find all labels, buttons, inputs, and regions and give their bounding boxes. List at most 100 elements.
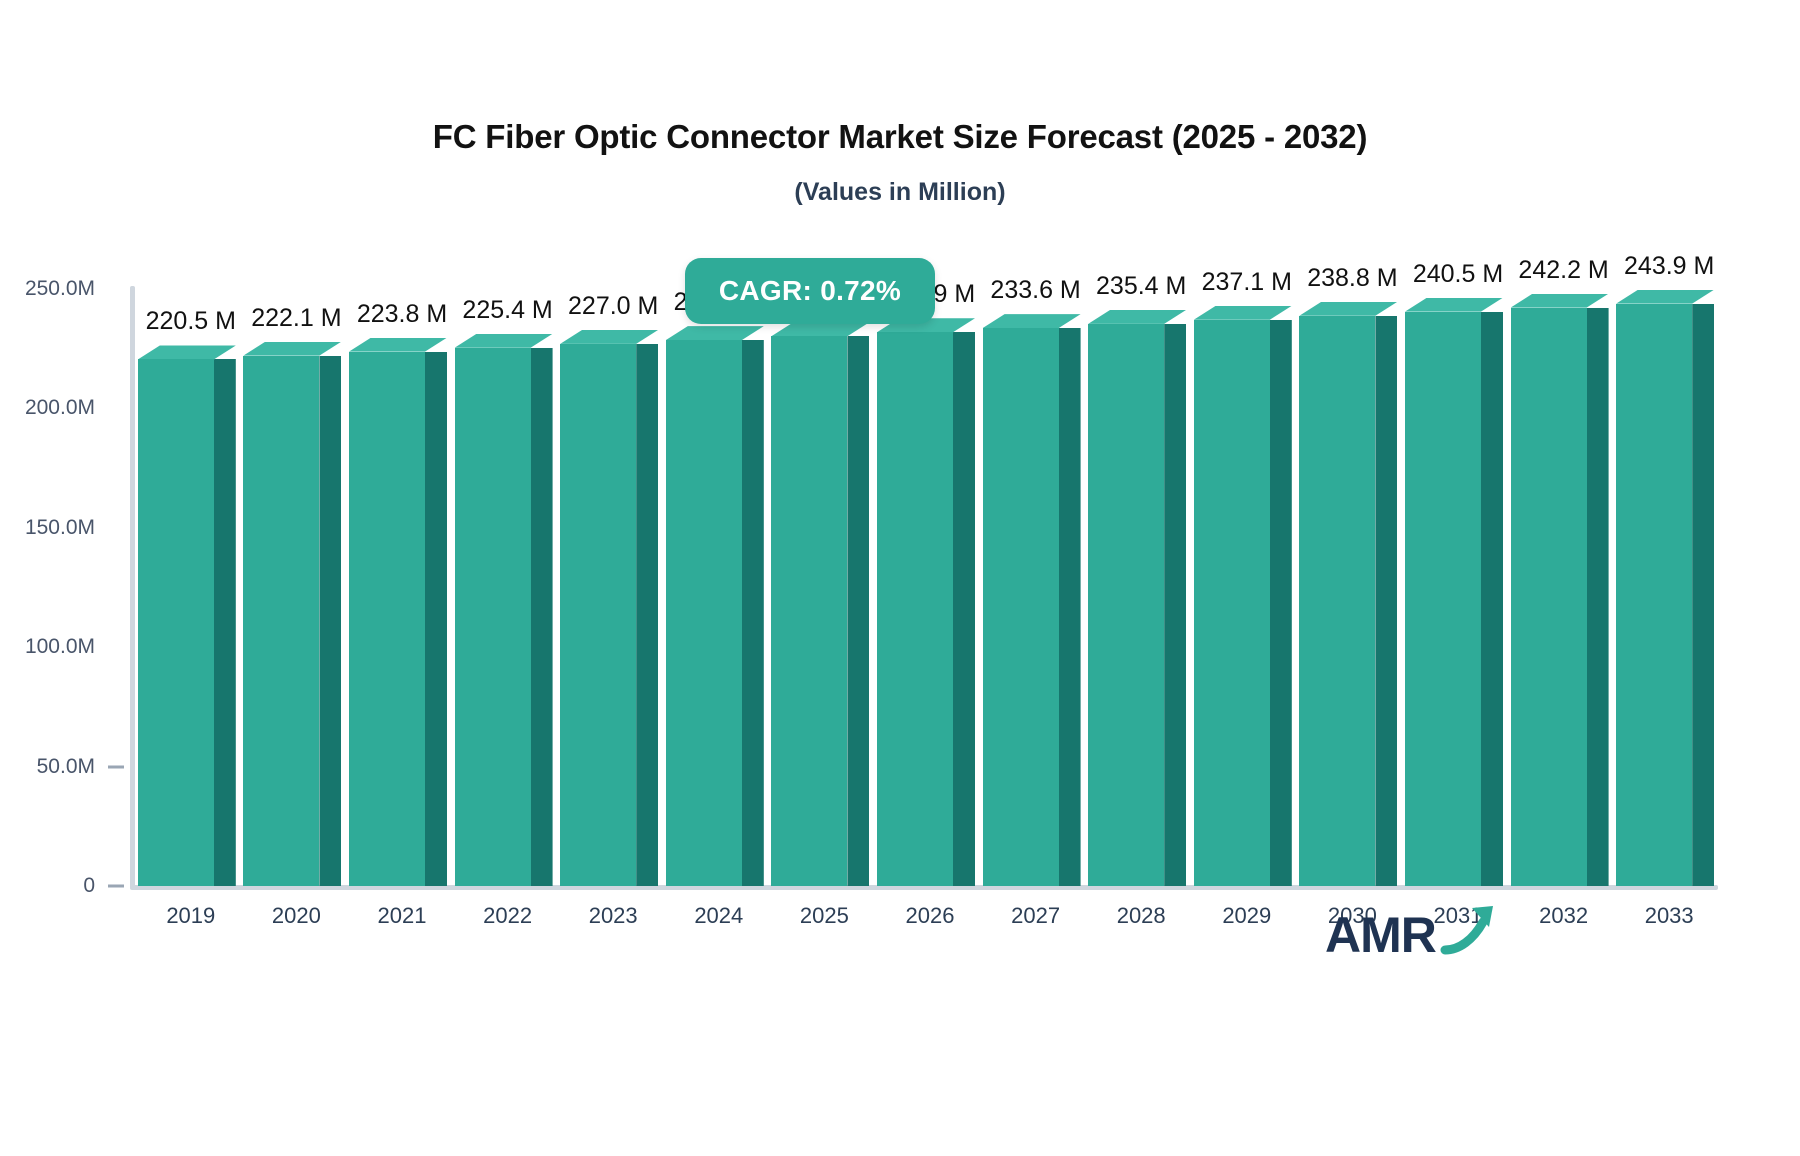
chart-subtitle: (Values in Million) xyxy=(794,178,1006,206)
bar-front-face xyxy=(454,347,531,886)
bar-top-face xyxy=(137,345,236,360)
bar-front-face xyxy=(771,336,848,886)
y-axis-tick-mark xyxy=(108,884,124,888)
y-axis-tick-label: 100.0M xyxy=(24,635,95,659)
y-axis-tick-label: 150.0M xyxy=(24,515,95,539)
bar-value-label: 220.5 M xyxy=(145,307,236,336)
bar-value-label: 242.2 M xyxy=(1518,255,1609,284)
bar-value-label: 233.6 M xyxy=(990,276,1081,305)
x-axis-tick-label: 2019 xyxy=(166,903,216,928)
x-axis-tick-label: 2026 xyxy=(905,903,955,928)
bar-front-face xyxy=(1193,319,1270,886)
x-axis-line xyxy=(130,885,1718,890)
bar-2020 xyxy=(243,341,342,886)
amr-logo-text: AMR xyxy=(1325,907,1437,963)
x-axis-tick-label: 2025 xyxy=(799,903,849,928)
bar-side-face xyxy=(1058,328,1081,886)
page-title: FC Fiber Optic Connector Market Size For… xyxy=(432,118,1368,155)
bar-top-face xyxy=(349,337,447,352)
bar-front-face xyxy=(1088,323,1165,886)
bar-2031 xyxy=(1405,297,1503,886)
bar-2025 xyxy=(771,322,870,886)
x-axis-tick-label: 2033 xyxy=(1644,903,1694,928)
y-axis-tick-label: 50.0M xyxy=(36,754,95,778)
y-axis-tick-label: 0 xyxy=(83,874,95,897)
bar-front-face xyxy=(1510,307,1587,886)
y-axis-tick-label: 200.0M xyxy=(24,396,95,420)
bar-value-label: 227.0 M xyxy=(568,291,659,320)
bar-2024 xyxy=(665,326,764,886)
bar-side-face xyxy=(1586,307,1609,886)
bar-value-label: 222.1 M xyxy=(251,303,342,332)
bar-2027 xyxy=(982,314,1081,886)
bar-side-face xyxy=(1375,315,1398,886)
bar-2030 xyxy=(1299,301,1398,886)
bar-top-face xyxy=(982,314,1081,329)
bar-side-face xyxy=(847,336,870,886)
bar-front-face xyxy=(1299,315,1376,886)
bar-value-label: 243.9 M xyxy=(1624,251,1715,280)
bar-2026 xyxy=(877,318,975,886)
bar-top-face xyxy=(560,329,659,344)
y-axis-line xyxy=(130,286,135,888)
bar-top-face xyxy=(1299,301,1398,316)
bar-side-face xyxy=(1164,323,1187,886)
cagr-badge: CAGR: 0.72% xyxy=(685,258,935,324)
bar-side-face xyxy=(1692,303,1715,886)
x-axis-tick-label: 2024 xyxy=(694,903,744,928)
cagr-badge-label: CAGR: 0.72% xyxy=(718,275,902,306)
bar-2032 xyxy=(1510,293,1609,886)
bar-front-face xyxy=(560,343,637,886)
bar-2029 xyxy=(1193,305,1292,886)
bar-side-face xyxy=(213,359,236,886)
bar-side-face xyxy=(319,355,342,886)
bar-front-face xyxy=(982,328,1059,886)
bar-2028 xyxy=(1088,309,1187,886)
bar-top-face xyxy=(665,326,764,341)
bar-top-face xyxy=(1616,289,1715,304)
bar-side-face xyxy=(425,351,447,886)
bar-front-face xyxy=(1616,303,1693,886)
bar-top-face xyxy=(1510,293,1609,308)
x-axis-tick-label: 2021 xyxy=(377,903,427,928)
bar-2019 xyxy=(137,345,236,886)
bar-side-face xyxy=(636,343,659,886)
bar-front-face xyxy=(137,359,214,886)
bar-value-label: 238.8 M xyxy=(1307,263,1398,292)
x-axis-tick-label: 2031 xyxy=(1433,903,1483,928)
x-axis-tick-label: 2028 xyxy=(1116,903,1166,928)
bar-value-label: 223.8 M xyxy=(356,299,448,328)
bar-value-label: 240.5 M xyxy=(1412,259,1504,288)
bar-value-label: 235.4 M xyxy=(1096,271,1187,300)
x-axis-tick-label: 2020 xyxy=(271,903,321,928)
x-axis-tick-label: 2023 xyxy=(588,903,638,928)
bar-top-face xyxy=(243,341,342,356)
bar-side-face xyxy=(530,347,553,886)
bar-value-label: 225.4 M xyxy=(462,295,553,324)
bar-side-face xyxy=(1481,311,1503,886)
x-axis-tick-label: 2029 xyxy=(1222,903,1272,928)
x-axis-tick-label: 2032 xyxy=(1539,903,1589,928)
bar-front-face xyxy=(877,332,953,886)
y-axis-tick-label: 250.0M xyxy=(24,277,95,300)
amr-logo: AMR xyxy=(1325,890,1495,960)
bar-side-face xyxy=(1269,319,1292,886)
bar-side-face xyxy=(741,340,764,886)
bar-value-label: 237.1 M xyxy=(1201,267,1292,296)
bar-top-face xyxy=(1405,297,1503,312)
x-axis-tick-label: 2030 xyxy=(1327,903,1377,928)
bar-top-face xyxy=(1193,305,1292,320)
x-axis-tick-label: 2027 xyxy=(1011,903,1061,928)
x-axis-tick-label: 2022 xyxy=(483,903,533,928)
bar-top-face xyxy=(454,333,553,348)
bar-front-face xyxy=(243,355,320,886)
bar-side-face xyxy=(953,332,975,886)
bar-front-face xyxy=(349,351,425,886)
bar-2021 xyxy=(349,337,447,886)
bar-2023 xyxy=(560,329,659,886)
y-axis-tick-mark xyxy=(108,765,124,769)
bar-top-face xyxy=(1088,309,1187,324)
bar-front-face xyxy=(1405,311,1481,886)
